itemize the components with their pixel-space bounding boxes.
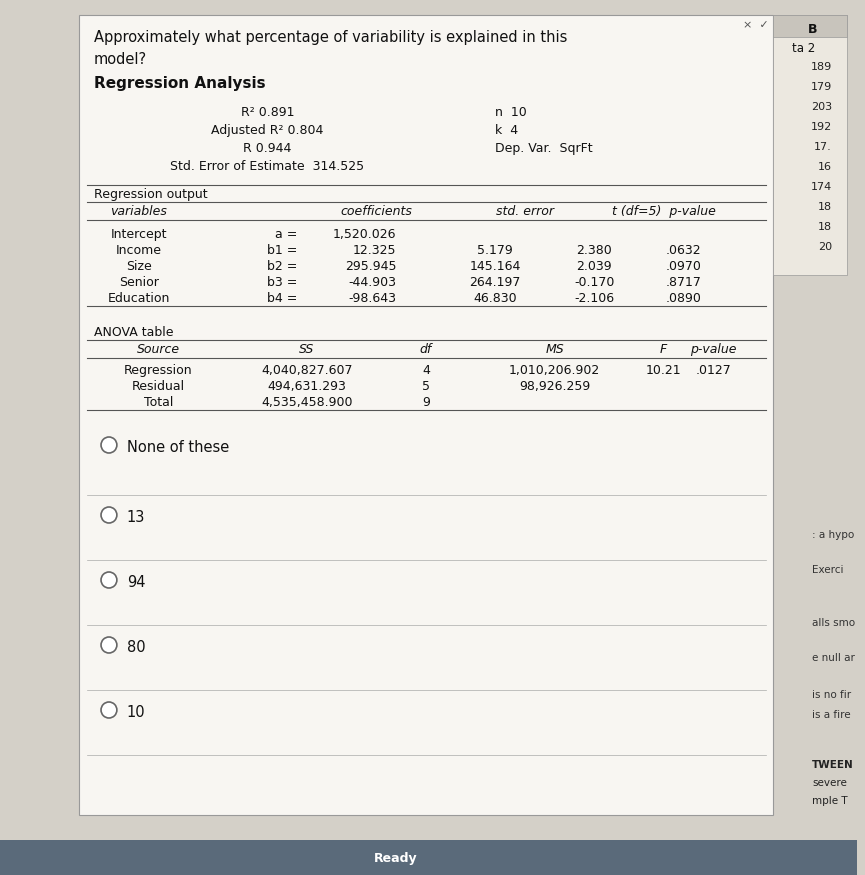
Text: Source: Source	[137, 343, 180, 356]
Text: 192: 192	[811, 122, 832, 132]
Circle shape	[101, 437, 117, 453]
Text: SS: SS	[299, 343, 315, 356]
Text: 17.: 17.	[814, 142, 832, 152]
Text: 94: 94	[127, 575, 145, 590]
Text: 264.197: 264.197	[470, 276, 521, 289]
Text: Senior: Senior	[119, 276, 158, 289]
Text: Residual: Residual	[131, 380, 185, 393]
Text: 20: 20	[818, 242, 832, 252]
Text: severe: severe	[812, 778, 847, 788]
Text: variables: variables	[110, 205, 167, 218]
Text: 179: 179	[811, 82, 832, 92]
Text: 12.325: 12.325	[353, 244, 396, 257]
Circle shape	[101, 572, 117, 588]
Bar	[772, 15, 847, 275]
Text: .0632: .0632	[665, 244, 702, 257]
Text: 295.945: 295.945	[344, 260, 396, 273]
Text: F: F	[660, 343, 667, 356]
Text: p-value: p-value	[690, 343, 736, 356]
Text: 1,520.026: 1,520.026	[333, 228, 396, 241]
Text: 494,631.293: 494,631.293	[267, 380, 347, 393]
Text: 13: 13	[127, 510, 145, 525]
Text: 189: 189	[811, 62, 832, 72]
Text: ANOVA table: ANOVA table	[94, 326, 174, 339]
Text: 18: 18	[818, 202, 832, 212]
Text: : a hypo: : a hypo	[812, 530, 855, 540]
Text: n  10: n 10	[496, 106, 527, 119]
Circle shape	[101, 702, 117, 718]
Text: Size: Size	[125, 260, 151, 273]
Text: a =: a =	[275, 228, 298, 241]
Circle shape	[101, 637, 117, 653]
Text: Adjusted R² 0.804: Adjusted R² 0.804	[211, 124, 324, 137]
Text: 203: 203	[811, 102, 832, 112]
Bar	[0, 840, 856, 875]
Text: .0127: .0127	[695, 364, 731, 377]
Text: is a fire: is a fire	[812, 710, 851, 720]
Text: 4: 4	[422, 364, 430, 377]
Text: .8717: .8717	[665, 276, 702, 289]
Text: TWEEN: TWEEN	[812, 760, 854, 770]
Text: 18: 18	[818, 222, 832, 232]
Text: Dep. Var.  SqrFt: Dep. Var. SqrFt	[496, 142, 593, 155]
Bar	[772, 15, 847, 37]
Text: Education: Education	[107, 292, 170, 305]
Text: Intercept: Intercept	[111, 228, 167, 241]
Text: k  4: k 4	[496, 124, 518, 137]
Text: -0.170: -0.170	[574, 276, 614, 289]
Text: -2.106: -2.106	[574, 292, 614, 305]
Text: -44.903: -44.903	[349, 276, 396, 289]
Text: Regression Analysis: Regression Analysis	[94, 76, 266, 91]
Text: 2.380: 2.380	[576, 244, 612, 257]
Text: 2.039: 2.039	[576, 260, 612, 273]
Text: 145.164: 145.164	[470, 260, 521, 273]
Text: is no fir: is no fir	[812, 690, 851, 700]
Text: b1 =: b1 =	[266, 244, 298, 257]
Text: Regression: Regression	[125, 364, 193, 377]
Text: .0890: .0890	[665, 292, 702, 305]
Text: 5.179: 5.179	[477, 244, 513, 257]
Text: ×  ✓: × ✓	[743, 20, 769, 30]
Text: 4,040,827.607: 4,040,827.607	[261, 364, 353, 377]
Text: alls smo: alls smo	[812, 618, 855, 628]
Text: model?: model?	[94, 52, 147, 67]
Text: Total: Total	[144, 396, 173, 409]
Text: 16: 16	[818, 162, 832, 172]
Text: std. error: std. error	[496, 205, 554, 218]
Text: mple T: mple T	[812, 796, 848, 806]
Text: 80: 80	[127, 640, 145, 655]
Text: ta 2: ta 2	[792, 42, 816, 55]
Text: Regression output: Regression output	[94, 188, 208, 201]
Text: b4 =: b4 =	[266, 292, 298, 305]
Text: Std. Error of Estimate  314.525: Std. Error of Estimate 314.525	[170, 160, 364, 173]
Text: B: B	[807, 23, 817, 36]
Text: e null ar: e null ar	[812, 653, 855, 663]
Text: 4,535,458.900: 4,535,458.900	[261, 396, 353, 409]
Text: b3 =: b3 =	[266, 276, 298, 289]
Text: 1,010,206.902: 1,010,206.902	[509, 364, 600, 377]
Text: R 0.944: R 0.944	[243, 142, 292, 155]
Text: 10: 10	[127, 705, 145, 720]
Text: -98.643: -98.643	[349, 292, 396, 305]
Text: Exerci: Exerci	[812, 565, 843, 575]
Text: .0970: .0970	[665, 260, 702, 273]
Text: 98,926.259: 98,926.259	[519, 380, 590, 393]
Text: t (df=5)  p-value: t (df=5) p-value	[612, 205, 715, 218]
Text: MS: MS	[545, 343, 564, 356]
Bar	[80, 15, 772, 815]
Text: 9: 9	[422, 396, 430, 409]
Text: 10.21: 10.21	[646, 364, 682, 377]
Text: coefficients: coefficients	[341, 205, 413, 218]
Text: Approximately what percentage of variability is explained in this: Approximately what percentage of variabi…	[94, 30, 567, 45]
Text: None of these: None of these	[127, 440, 229, 455]
Text: R² 0.891: R² 0.891	[240, 106, 294, 119]
Text: b2 =: b2 =	[266, 260, 298, 273]
Text: Ready: Ready	[375, 851, 418, 864]
Text: 46.830: 46.830	[473, 292, 517, 305]
Text: Income: Income	[116, 244, 162, 257]
Text: 5: 5	[422, 380, 430, 393]
Circle shape	[101, 507, 117, 523]
Text: 174: 174	[811, 182, 832, 192]
Text: df: df	[420, 343, 432, 356]
